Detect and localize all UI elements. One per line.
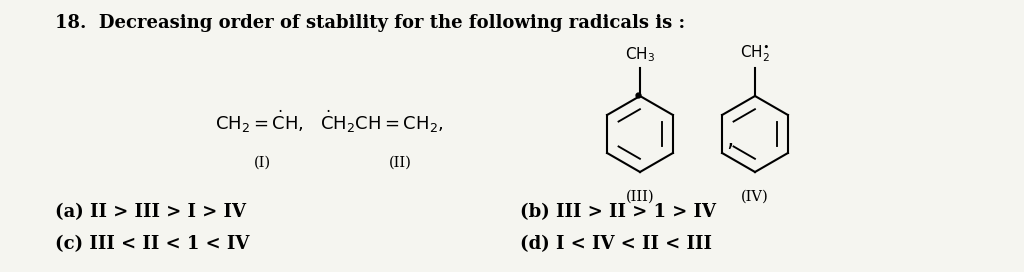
Text: $\mathrm{CH_3}$: $\mathrm{CH_3}$	[625, 45, 655, 64]
Text: 18.  Decreasing order of stability for the following radicals is :: 18. Decreasing order of stability for th…	[55, 14, 685, 32]
Text: (II): (II)	[388, 156, 412, 170]
Text: (IV): (IV)	[741, 190, 769, 204]
Text: (c) III < II < 1 < IV: (c) III < II < 1 < IV	[55, 235, 250, 253]
Text: $\mathrm{CH_2^{\bullet}}$: $\mathrm{CH_2^{\bullet}}$	[740, 44, 770, 64]
Text: (b) III > II > 1 > IV: (b) III > II > 1 > IV	[520, 203, 716, 221]
Text: $\mathrm{\dot{C}H_2CH{=}CH_2,}$: $\mathrm{\dot{C}H_2CH{=}CH_2,}$	[319, 109, 443, 135]
Text: $\mathrm{CH_2{=}\dot{C}H,}$: $\mathrm{CH_2{=}\dot{C}H,}$	[215, 109, 304, 135]
Text: (III): (III)	[626, 190, 654, 204]
Text: (a) II > III > I > IV: (a) II > III > I > IV	[55, 203, 246, 221]
Text: ,: ,	[726, 127, 733, 151]
Text: (d) I < IV < II < III: (d) I < IV < II < III	[520, 235, 712, 253]
Text: (I): (I)	[253, 156, 270, 170]
